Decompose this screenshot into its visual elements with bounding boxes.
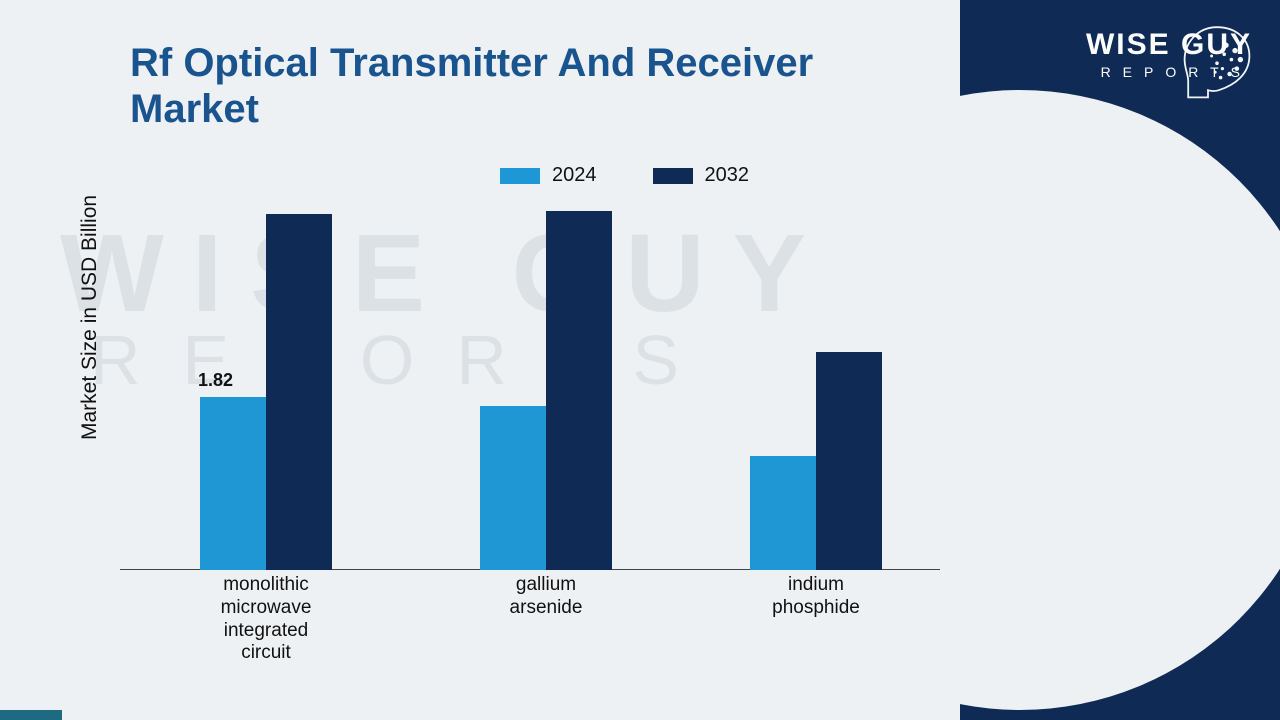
legend-swatch-2032 — [653, 168, 693, 184]
bar-group — [480, 190, 612, 570]
bar-2032 — [546, 211, 612, 570]
x-axis-category-label: monolithicmicrowaveintegratedcircuit — [170, 574, 362, 665]
brand-head-icon — [1172, 20, 1262, 110]
bar-2032 — [816, 352, 882, 571]
chart-area: Market Size in USD Billion 2024 2032 1.8… — [60, 170, 940, 670]
legend-label-2032: 2032 — [705, 164, 750, 187]
x-axis-category-label: indiumphosphide — [720, 574, 912, 620]
accent-bar — [0, 710, 62, 720]
bar-2032 — [266, 214, 332, 570]
legend-label-2024: 2024 — [552, 164, 597, 187]
bar-2024 — [200, 397, 266, 570]
bar-2024 — [750, 456, 816, 570]
legend-swatch-2024 — [500, 168, 540, 184]
y-axis-label: Market Size in USD Billion — [78, 195, 102, 440]
legend-item-2032: 2032 — [653, 164, 750, 187]
bar-group: 1.82 — [200, 190, 332, 570]
bar-group — [750, 190, 882, 570]
legend-item-2024: 2024 — [500, 164, 597, 187]
bar-value-label: 1.82 — [198, 370, 233, 391]
legend: 2024 2032 — [500, 164, 749, 187]
stage: WISE GUY REPORTS Rf Optical Transmitter … — [0, 0, 1280, 720]
bar-2024 — [480, 406, 546, 570]
plot-area: 1.82 — [120, 190, 940, 570]
x-axis-category-label: galliumarsenide — [450, 574, 642, 620]
chart-title: Rf Optical Transmitter And Receiver Mark… — [130, 40, 890, 132]
